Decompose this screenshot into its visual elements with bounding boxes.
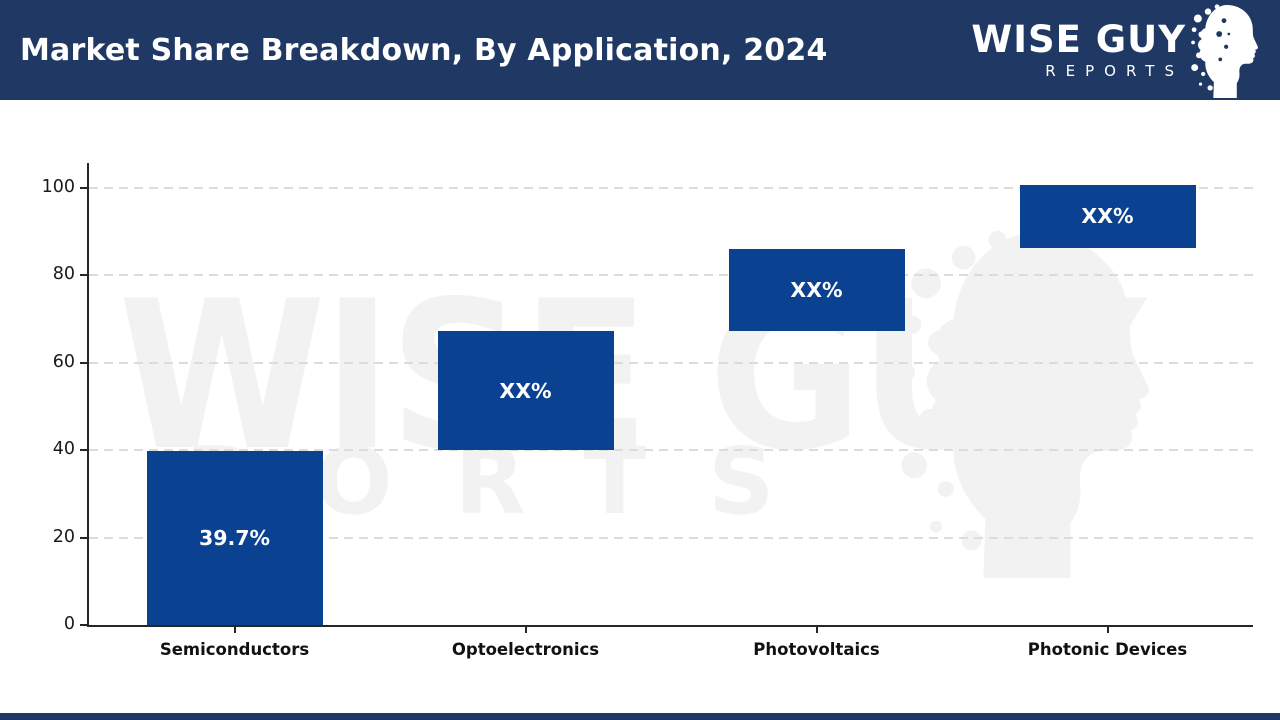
gridline bbox=[89, 274, 1253, 276]
y-tick-label: 20 bbox=[52, 526, 75, 547]
bar-value-label: XX% bbox=[499, 378, 552, 403]
category-label: Photonic Devices bbox=[1027, 640, 1188, 659]
footer-bar bbox=[0, 713, 1280, 720]
y-tick-label: 0 bbox=[63, 614, 75, 634]
page-title: Market Share Breakdown, By Application, … bbox=[20, 32, 828, 68]
y-tick-mark bbox=[80, 274, 88, 276]
brand-logo: WISE GUY REPORTS bbox=[971, 2, 1274, 98]
gridline bbox=[89, 361, 1253, 364]
brand-subname: REPORTS bbox=[1045, 62, 1184, 80]
y-tick-label: 80 bbox=[52, 264, 75, 284]
header-bar: Market Share Breakdown, By Application, … bbox=[0, 0, 1280, 100]
x-tick-mark bbox=[233, 627, 236, 633]
brand-name: WISE GUY bbox=[971, 18, 1186, 61]
category-label: Optoelectronics bbox=[451, 640, 600, 659]
bar: 39.7% bbox=[146, 451, 323, 625]
y-tick-mark bbox=[80, 624, 88, 626]
x-tick-mark bbox=[524, 627, 527, 633]
y-tick-label: 100 bbox=[41, 176, 75, 197]
y-tick-label: 60 bbox=[52, 351, 75, 372]
x-axis-line bbox=[87, 625, 1253, 627]
brand-head-icon bbox=[1191, 4, 1258, 98]
bar-value-label: XX% bbox=[1081, 204, 1134, 229]
category-label: Photovoltaics bbox=[753, 640, 880, 659]
gridline bbox=[89, 186, 1253, 189]
y-tick-mark bbox=[80, 536, 88, 539]
x-tick-mark bbox=[815, 627, 818, 633]
y-tick-mark bbox=[80, 449, 88, 451]
x-tick-mark bbox=[1106, 627, 1109, 633]
brand-logo-text: WISE GUY REPORTS bbox=[971, 21, 1186, 79]
gridline bbox=[89, 449, 1253, 451]
y-tick-mark bbox=[80, 361, 88, 364]
category-label: Semiconductors bbox=[159, 640, 310, 659]
y-axis-line bbox=[87, 163, 89, 627]
gridline bbox=[89, 536, 1253, 539]
bar: XX% bbox=[728, 249, 905, 331]
bar-value-label: 39.7% bbox=[198, 526, 271, 551]
bar: XX% bbox=[1019, 184, 1196, 248]
bar-value-label: XX% bbox=[790, 278, 843, 303]
watermark-head-icon bbox=[889, 230, 1149, 578]
y-tick-label: 40 bbox=[52, 439, 75, 459]
bar: XX% bbox=[437, 331, 614, 450]
y-tick-mark bbox=[80, 186, 88, 189]
